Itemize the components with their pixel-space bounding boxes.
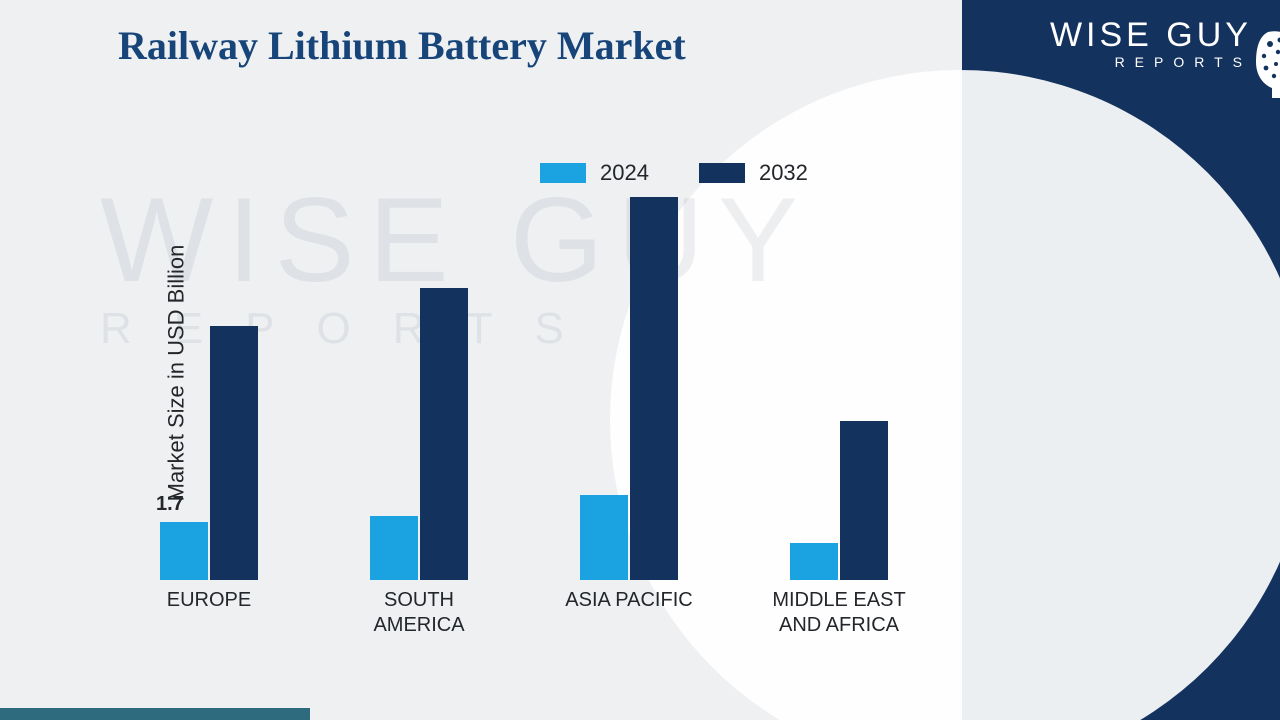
bar: [580, 495, 628, 580]
bar: [630, 197, 678, 580]
legend-swatch-2032: [699, 163, 745, 183]
x-axis-label: ASIA PACIFIC: [554, 580, 704, 613]
bar-group: EUROPE: [160, 326, 258, 580]
legend-label-2032: 2032: [759, 160, 808, 186]
bar-group: MIDDLE EAST AND AFRICA: [790, 421, 888, 580]
x-axis-label: EUROPE: [134, 580, 284, 613]
legend-swatch-2024: [540, 163, 586, 183]
brand-logo: WISE GUY REPORTS: [1050, 18, 1252, 72]
value-label: 1.7: [156, 493, 184, 516]
bar: [370, 516, 418, 580]
x-axis-label: SOUTH AMERICA: [344, 580, 494, 638]
stage: WISE GUY REPORTS WISE GUY REPORTS Railwa…: [0, 0, 1280, 720]
chart-title: Railway Lithium Battery Market: [118, 22, 686, 69]
plot-area: EUROPE SOUTH AMERICA ASIA PACIFIC MIDDLE EA…: [120, 190, 960, 580]
brand-sub-text: REPORTS: [1050, 54, 1252, 70]
bar-group: ASIA PACIFIC: [580, 197, 678, 580]
bar: [840, 421, 888, 580]
brand-main-text: WISE GUY: [1050, 18, 1252, 52]
bar: [790, 543, 838, 580]
head-icon: [1250, 30, 1280, 100]
legend-item-2024: 2024: [540, 160, 649, 186]
bottom-accent-bar: [0, 708, 310, 720]
bar: [420, 288, 468, 580]
bar: [210, 326, 258, 580]
legend: 2024 2032: [540, 160, 808, 186]
legend-label-2024: 2024: [600, 160, 649, 186]
legend-item-2032: 2032: [699, 160, 808, 186]
x-axis-label: MIDDLE EAST AND AFRICA: [764, 580, 914, 638]
bar-group: SOUTH AMERICA: [370, 288, 468, 580]
bar: [160, 522, 208, 580]
